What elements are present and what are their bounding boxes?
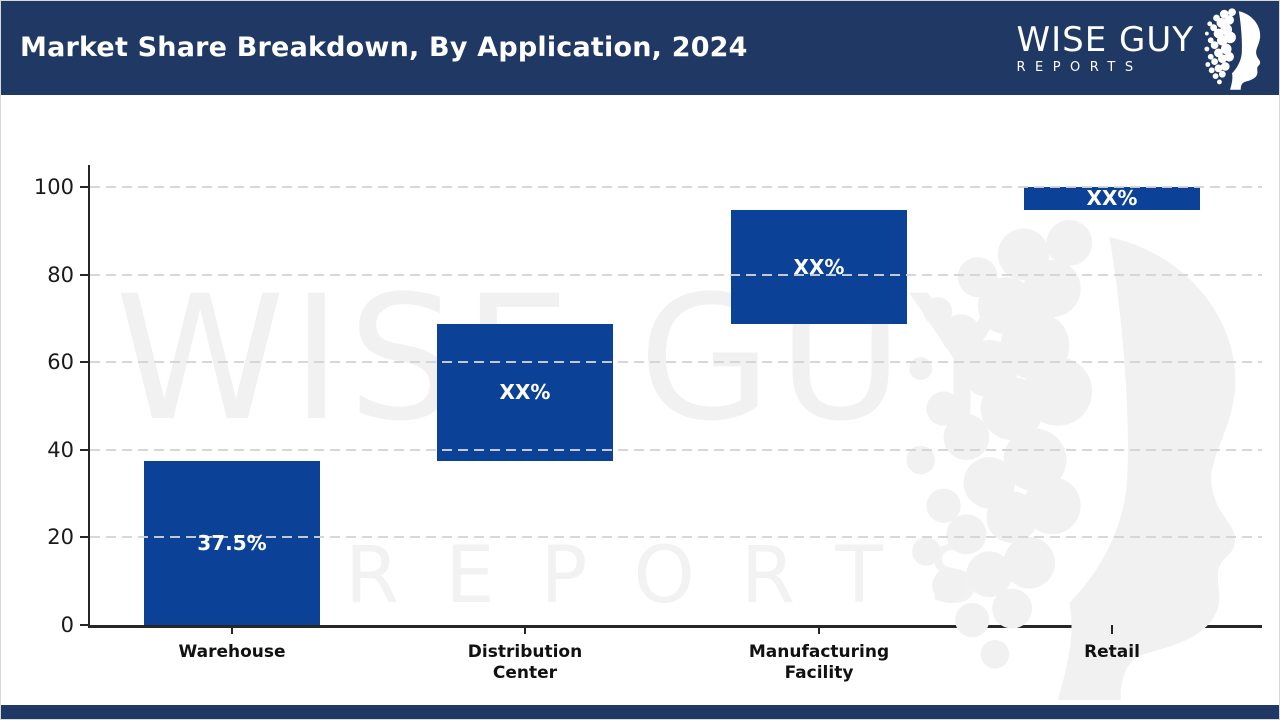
bar-retail	[1024, 186, 1200, 210]
gridline-40	[90, 448, 1262, 451]
x-axis-label-warehouse: Warehouse	[178, 642, 286, 662]
x-tick-mark	[231, 625, 233, 634]
bar-value-label-manufacturing-facility: XX%	[793, 254, 845, 279]
brand-logo: WISE GUY REPORTS	[1016, 8, 1264, 90]
y-tick-mark	[80, 185, 88, 188]
y-tick-label: 60	[47, 350, 74, 375]
bar-manufacturing-facility	[731, 209, 907, 324]
y-tick-label: 40	[47, 437, 74, 462]
gridline-20	[90, 536, 1262, 539]
bar-value-label-retail: XX%	[1086, 186, 1138, 211]
header-band: Market Share Breakdown, By Application, …	[0, 0, 1280, 95]
y-tick-mark	[80, 448, 88, 451]
page-title: Market Share Breakdown, By Application, …	[20, 32, 748, 63]
watermark-dotted-head-icon	[906, 220, 1236, 700]
y-tick-label: 0	[60, 613, 74, 637]
y-tick-mark	[80, 273, 88, 276]
x-tick-mark	[524, 625, 526, 634]
dotted-head-icon	[1204, 8, 1261, 90]
y-tick-label: 100	[33, 174, 74, 199]
gridline-80	[90, 273, 1262, 276]
logo-wordmark-line1: WISE GUY	[1016, 20, 1194, 61]
y-tick-mark	[80, 536, 88, 539]
footer-band	[0, 705, 1280, 720]
gridline-100	[90, 185, 1262, 188]
y-tick-label: 20	[47, 525, 74, 550]
bar-value-label-distribution-center: XX%	[499, 380, 551, 405]
gridline-60	[90, 361, 1262, 364]
x-tick-mark	[1111, 625, 1113, 634]
x-tick-mark	[818, 625, 820, 634]
x-axis-label-retail: Retail	[1084, 642, 1140, 662]
bar-value-label-warehouse: 37.5%	[197, 530, 267, 555]
logo-wordmark: WISE GUY REPORTS	[1016, 20, 1194, 75]
watermark-text-line2: REPORTS	[345, 531, 1025, 621]
y-tick-mark	[80, 624, 88, 626]
chart-plot-area: WISE GUY REPORTS 0 20 40 60 80 100 37.5% Wareho…	[34, 165, 1262, 700]
bar-warehouse	[144, 460, 320, 625]
bar-distribution-center	[437, 323, 613, 461]
x-axis-label-manufacturing-facility: Manufacturing Facility	[748, 642, 890, 684]
y-tick-label: 80	[47, 262, 74, 287]
x-axis-label-distribution-center: Distribution Center	[467, 642, 583, 684]
logo-wordmark-line2: REPORTS	[1016, 59, 1143, 75]
y-tick-mark	[80, 361, 88, 364]
